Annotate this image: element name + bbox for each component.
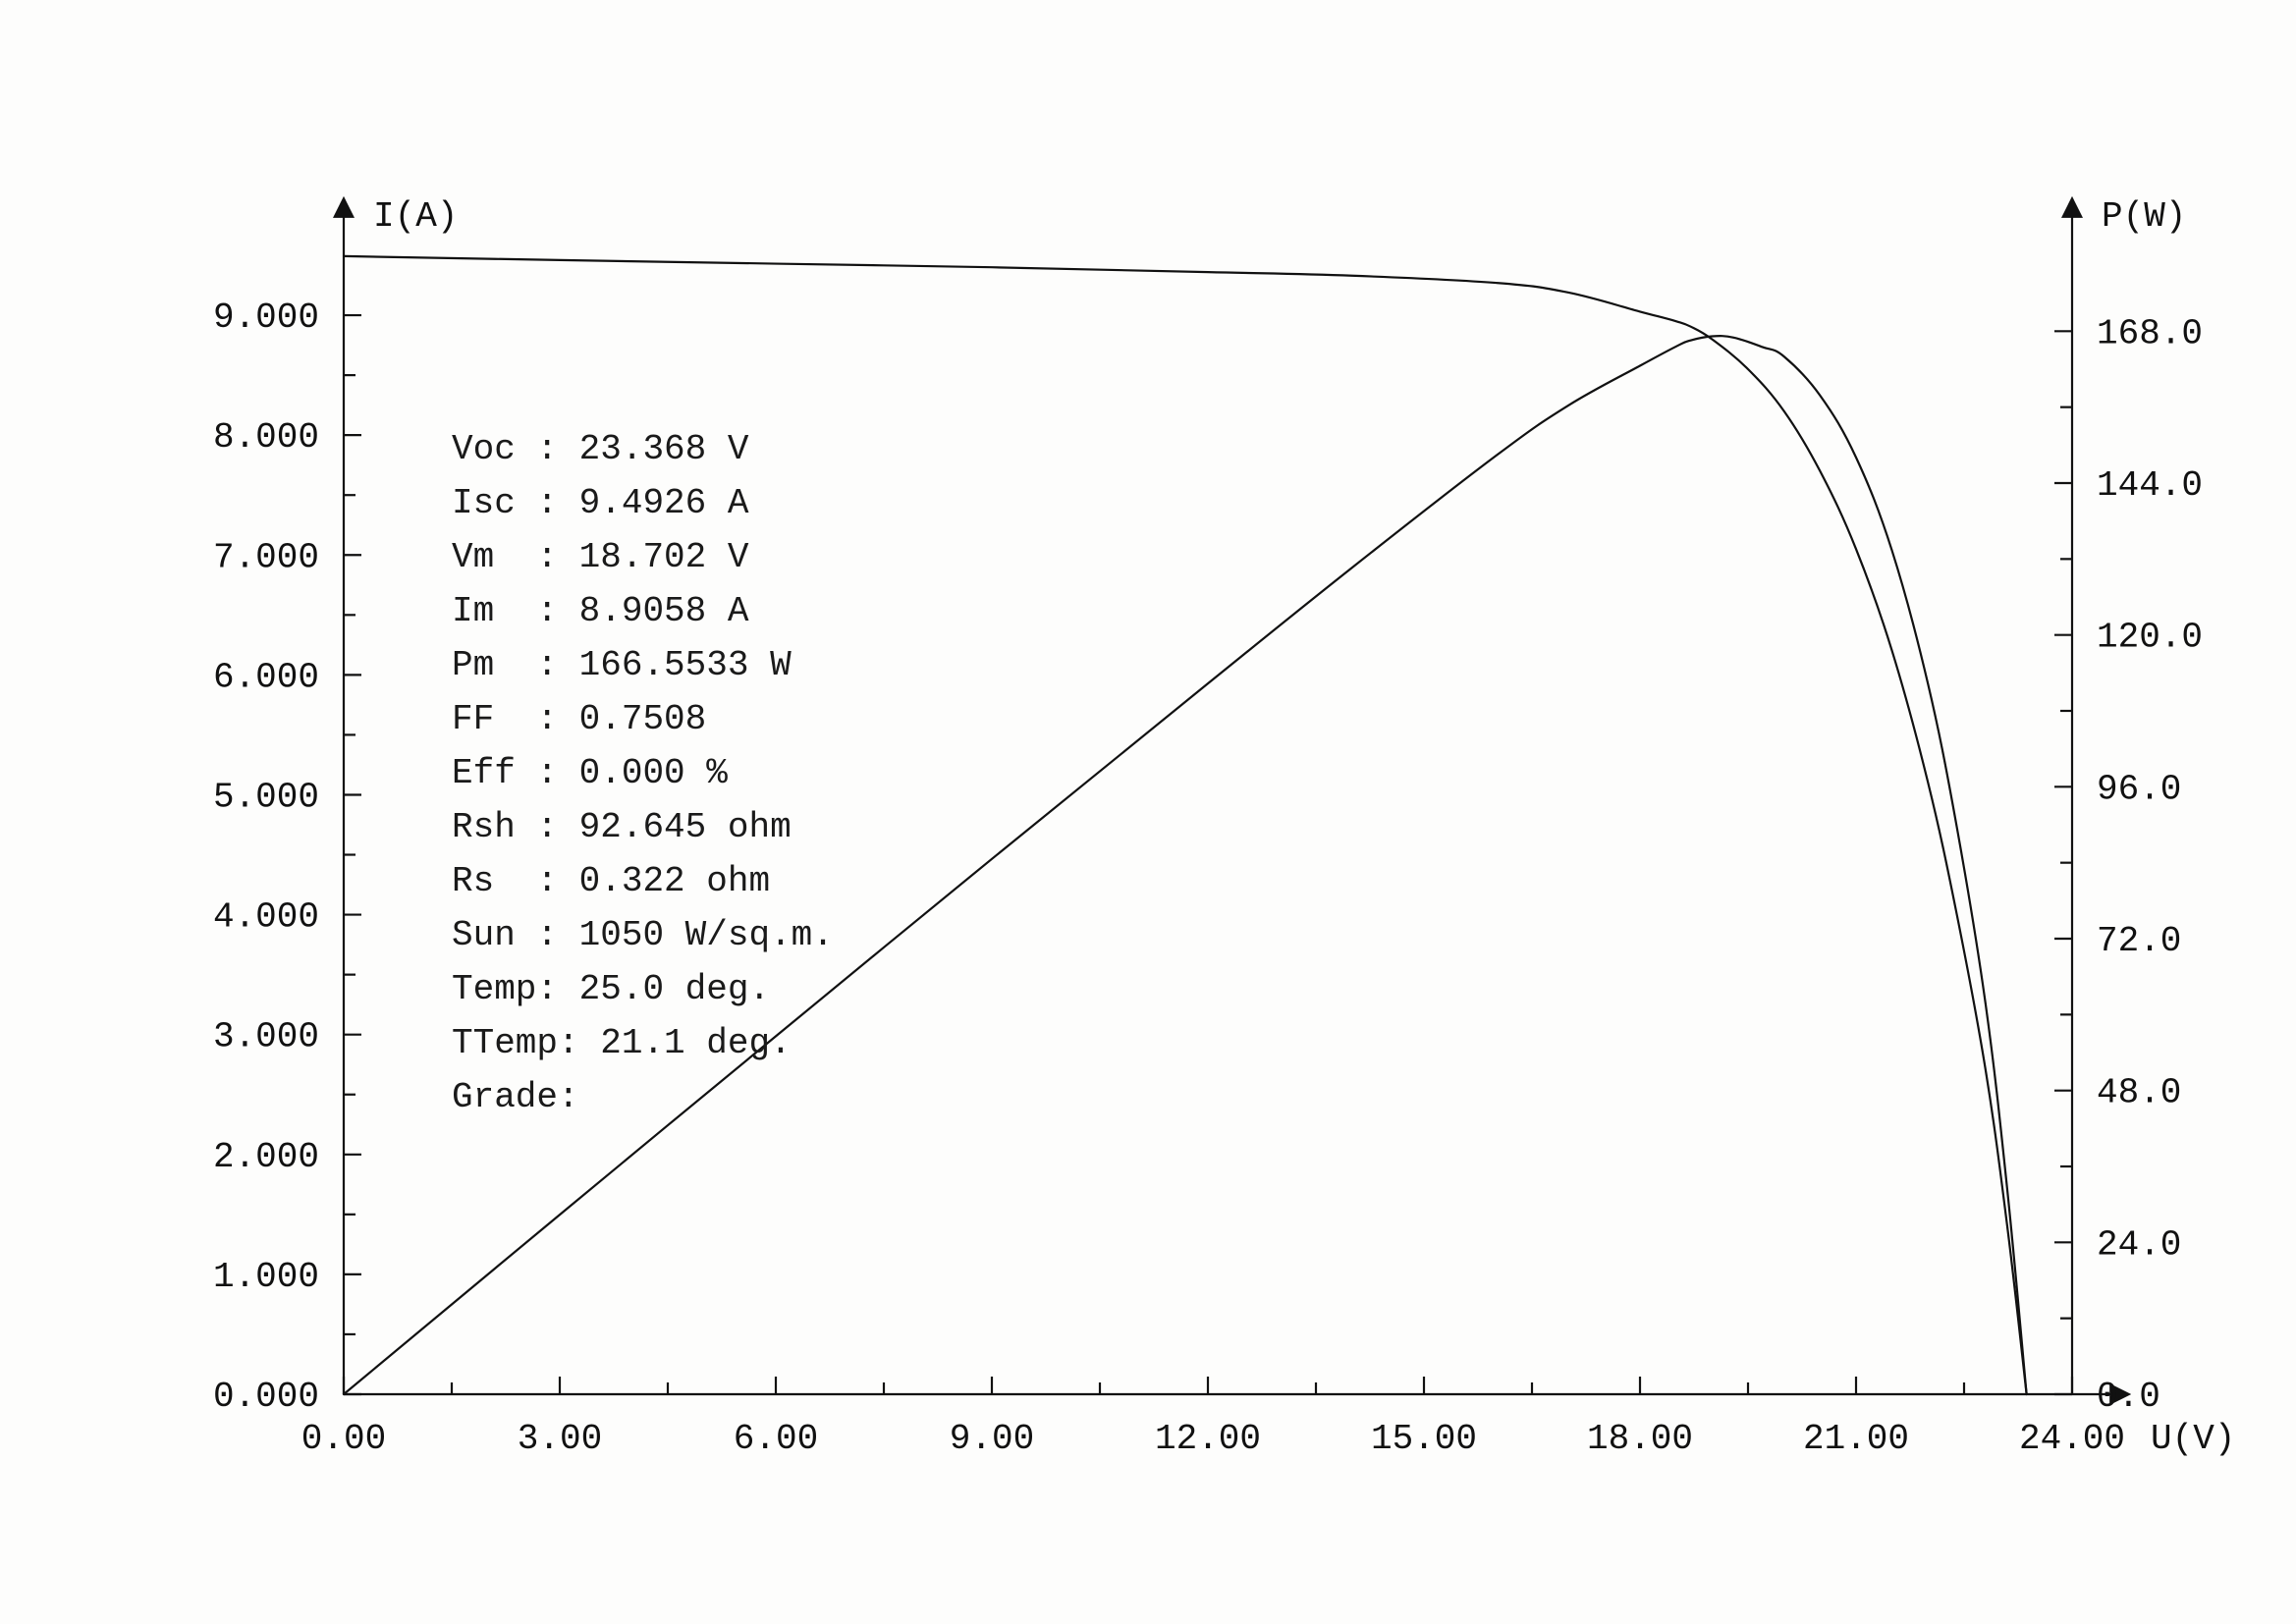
param-label: Eff <box>452 746 536 800</box>
param-colon: : <box>536 854 558 908</box>
y-right-tick-label: 168.0 <box>2097 313 2203 353</box>
y-left-tick-label: 9.000 <box>213 298 319 338</box>
param-colon: : <box>536 692 558 746</box>
param-value: 25.0 deg. <box>558 962 770 1016</box>
y-left-tick-label: 5.000 <box>213 777 319 817</box>
x-axis-label: U(V) <box>2151 1419 2235 1459</box>
x-tick-label: 9.00 <box>950 1419 1034 1459</box>
param-value: 0.7508 <box>558 692 706 746</box>
y-left-tick-label: 1.000 <box>213 1257 319 1297</box>
param-colon: : <box>536 962 558 1016</box>
param-row: Sun : 1050 W/sq.m. <box>452 908 834 962</box>
y-right-tick-label: 24.0 <box>2097 1224 2181 1265</box>
param-row: Eff : 0.000 % <box>452 746 834 800</box>
x-tick-label: 0.00 <box>301 1419 386 1459</box>
y-left-tick-label: 6.000 <box>213 657 319 697</box>
param-label: Temp <box>452 962 536 1016</box>
param-colon: : <box>558 1070 579 1124</box>
x-tick-label: 6.00 <box>734 1419 818 1459</box>
param-label: Im <box>452 584 536 638</box>
iv-pv-chart: 0.00 3.00 6.00 9.00 12.00 15.00 18.00 21.00 24.0… <box>0 0 2296 1624</box>
param-row: Rs : 0.322 ohm <box>452 854 834 908</box>
param-colon: : <box>536 584 558 638</box>
param-label: Grade <box>452 1070 558 1124</box>
y-left-tick-label: 2.000 <box>213 1137 319 1177</box>
param-value: 0.000 % <box>558 746 728 800</box>
param-row: TTemp: 21.1 deg. <box>452 1016 834 1070</box>
param-value: 9.4926 A <box>558 476 748 530</box>
param-value: 18.702 V <box>558 530 748 584</box>
param-colon: : <box>536 530 558 584</box>
x-tick-label: 24.00 <box>2019 1419 2125 1459</box>
y-left-axis-label: I(A) <box>373 196 458 237</box>
param-colon: : <box>536 800 558 854</box>
param-row: Temp: 25.0 deg. <box>452 962 834 1016</box>
param-label: Vm <box>452 530 536 584</box>
param-colon: : <box>536 638 558 692</box>
param-label: Pm <box>452 638 536 692</box>
param-value: 1050 W/sq.m. <box>558 908 834 962</box>
param-colon: : <box>536 908 558 962</box>
x-tick-label: 15.00 <box>1371 1419 1477 1459</box>
param-label: Voc <box>452 422 536 476</box>
param-value: 21.1 deg. <box>600 1016 791 1070</box>
y-left-tick-label: 3.000 <box>213 1017 319 1057</box>
x-tick-label: 18.00 <box>1587 1419 1693 1459</box>
param-colon: : <box>536 476 558 530</box>
param-label: Sun <box>452 908 536 962</box>
param-label: FF <box>452 692 536 746</box>
param-row: Vm : 18.702 V <box>452 530 834 584</box>
parameter-block: Voc : 23.368 VIsc : 9.4926 AVm : 18.702 … <box>452 422 834 1124</box>
param-row: Voc : 23.368 V <box>452 422 834 476</box>
param-row: Im : 8.9058 A <box>452 584 834 638</box>
y-left-tick-label: 7.000 <box>213 537 319 577</box>
x-tick-label: 3.00 <box>518 1419 602 1459</box>
param-value: 8.9058 A <box>558 584 748 638</box>
param-colon: : <box>536 746 558 800</box>
y-right-tick-label: 72.0 <box>2097 921 2181 961</box>
param-row: Pm : 166.5533 W <box>452 638 834 692</box>
chart-page: { "chart": { "type": "line-dual-axis", "… <box>0 0 2296 1624</box>
y-right-tick-label: 96.0 <box>2097 769 2181 809</box>
y-left-tick-label: 0.000 <box>213 1377 319 1417</box>
x-tick-label: 12.00 <box>1155 1419 1261 1459</box>
y-right-axis-label: P(W) <box>2102 196 2186 237</box>
y-right-tick-label: 0.0 <box>2097 1377 2160 1417</box>
param-row: Rsh : 92.645 ohm <box>452 800 834 854</box>
y-right-tick-label: 120.0 <box>2097 618 2203 658</box>
param-colon: : <box>536 422 558 476</box>
x-tick-label: 21.00 <box>1803 1419 1909 1459</box>
y-right-tick-label: 48.0 <box>2097 1073 2181 1113</box>
param-row: Grade: <box>452 1070 834 1124</box>
param-label: TTemp <box>452 1016 558 1070</box>
param-colon: : <box>558 1016 600 1070</box>
param-label: Isc <box>452 476 536 530</box>
y-left-tick-label: 4.000 <box>213 897 319 938</box>
y-left-tick-label: 8.000 <box>213 417 319 458</box>
param-label: Rs <box>452 854 536 908</box>
param-value: 23.368 V <box>558 422 748 476</box>
y-right-tick-label: 144.0 <box>2097 465 2203 506</box>
param-value: 92.645 ohm <box>558 800 792 854</box>
param-value: 166.5533 W <box>558 638 792 692</box>
param-row: Isc : 9.4926 A <box>452 476 834 530</box>
param-label: Rsh <box>452 800 536 854</box>
param-value: 0.322 ohm <box>558 854 770 908</box>
param-row: FF : 0.7508 <box>452 692 834 746</box>
